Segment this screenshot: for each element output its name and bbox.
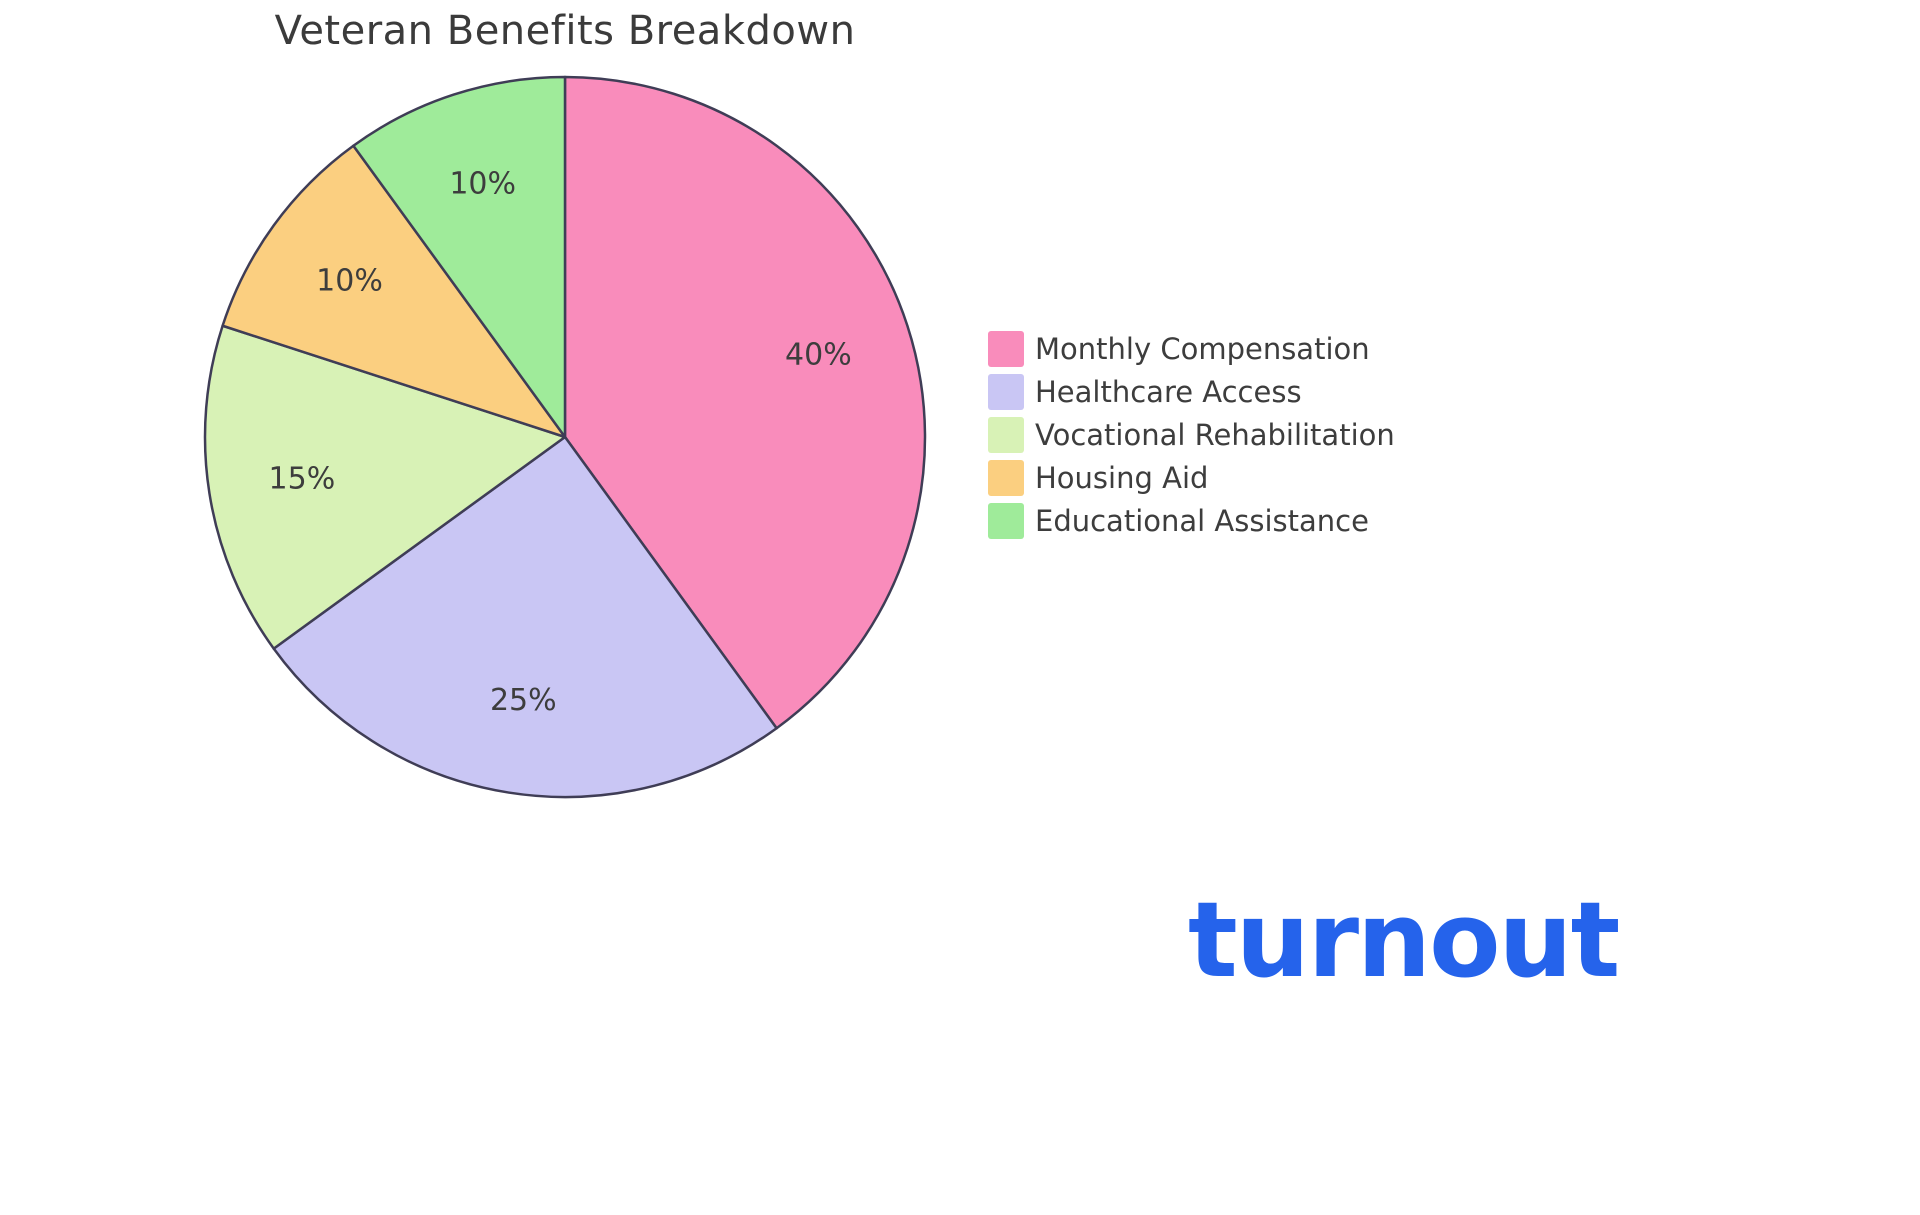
legend-label: Healthcare Access <box>1035 374 1302 409</box>
legend-label: Monthly Compensation <box>1035 331 1370 366</box>
slice-label: 15% <box>269 462 336 497</box>
pie-slice-3 <box>221 144 567 439</box>
legend: Monthly Compensation Healthcare Access Voc… <box>988 331 1395 546</box>
legend-label: Housing Aid <box>1035 460 1209 495</box>
slice-label: 10% <box>316 263 383 298</box>
legend-item: Monthly Compensation <box>988 331 1395 367</box>
legend-item: Housing Aid <box>988 460 1395 496</box>
slice-label: 10% <box>449 167 516 202</box>
brand-logo: turnout <box>1188 879 1620 1001</box>
pie-slice-4 <box>352 75 567 439</box>
legend-swatch <box>988 503 1024 539</box>
chart-title: Veteran Benefits Breakdown <box>274 8 856 54</box>
legend-swatch <box>988 417 1024 453</box>
legend-label: Educational Assistance <box>1035 503 1369 538</box>
pie-slice-1 <box>272 435 778 799</box>
legend-swatch <box>988 460 1024 496</box>
legend-swatch <box>988 331 1024 367</box>
pie-slice-2 <box>203 324 567 650</box>
legend-label: Vocational Rehabilitation <box>1035 417 1395 452</box>
legend-item: Educational Assistance <box>988 503 1395 539</box>
pie-chart: 40% 25% 15% 10% 10% <box>203 75 927 799</box>
legend-swatch <box>988 374 1024 410</box>
legend-item: Vocational Rehabilitation <box>988 417 1395 453</box>
pie-slice-0 <box>563 75 927 730</box>
slice-label: 25% <box>490 683 557 718</box>
slice-label: 40% <box>785 338 852 373</box>
legend-item: Healthcare Access <box>988 374 1395 410</box>
